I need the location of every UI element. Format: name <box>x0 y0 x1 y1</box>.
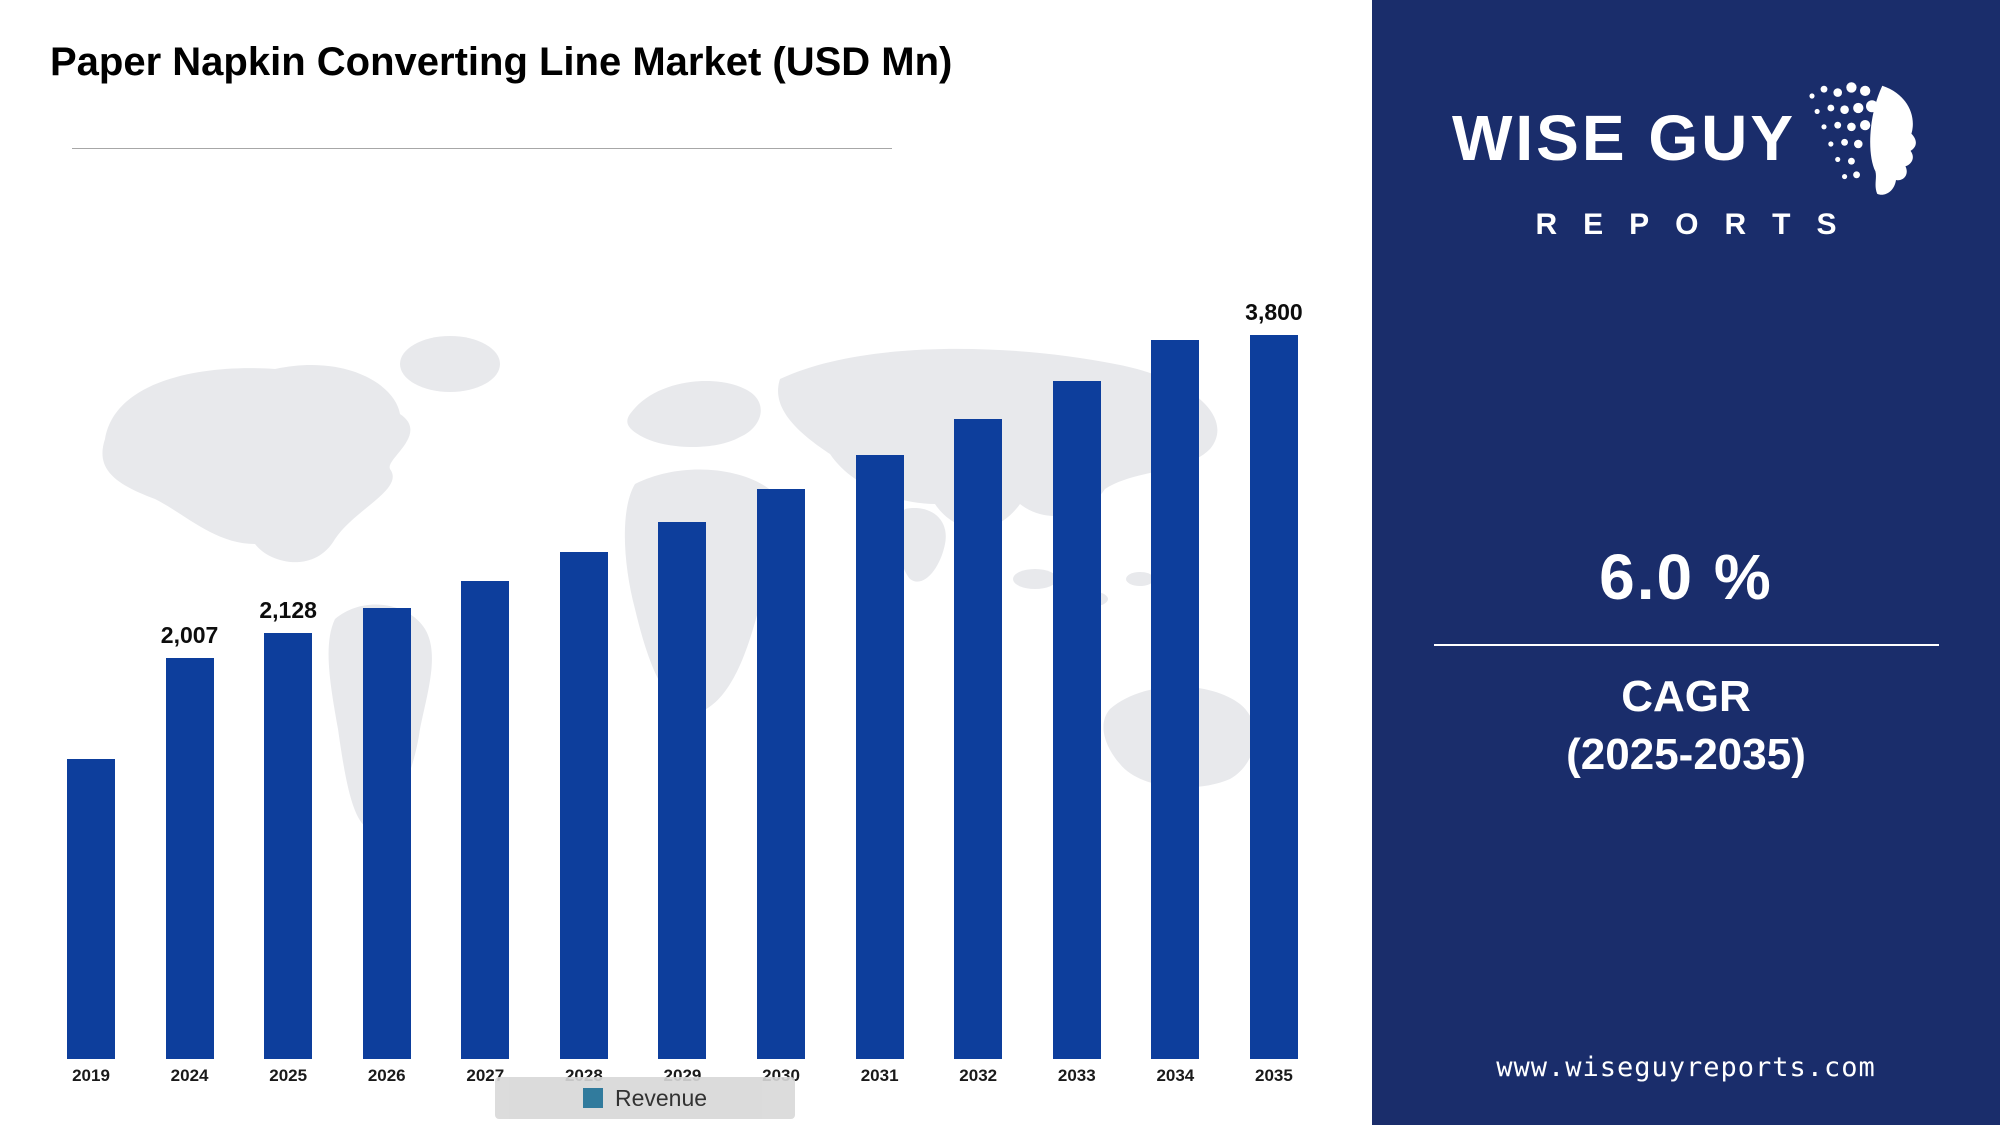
bar-column: 2029 <box>651 299 713 1089</box>
bar <box>855 455 904 1059</box>
brand-subtitle: REPORTS <box>1535 208 1863 241</box>
cagr-value: 6.0 % <box>1599 541 1773 613</box>
bar-value-label: 2,128 <box>259 597 317 623</box>
bar <box>362 608 411 1059</box>
dotted-head-icon <box>1809 82 1916 195</box>
x-axis-label: 2031 <box>860 1066 899 1085</box>
cagr-range: (2025-2035) <box>1566 730 1806 779</box>
bar <box>1151 340 1200 1059</box>
bar <box>658 522 707 1059</box>
bar-column: 2026 <box>356 299 418 1089</box>
bar <box>165 658 214 1059</box>
x-axis-label: 2024 <box>170 1066 209 1085</box>
bar-column: 2,007 2024 <box>159 299 221 1089</box>
bar <box>264 633 313 1059</box>
bar-column: 3,800 2035 <box>1243 299 1305 1089</box>
brand-panel: WISE GUY REPORTS <box>1372 0 2000 1125</box>
bar-column: 2028 <box>553 299 615 1089</box>
bar-column: 2,128 2025 <box>257 299 319 1089</box>
bar-column: 2031 <box>849 299 911 1089</box>
bar <box>757 489 806 1059</box>
chart-legend: Revenue <box>495 1077 795 1119</box>
bar <box>954 419 1003 1059</box>
brand-name: WISE GUY <box>1451 102 1797 174</box>
x-axis-label: 2035 <box>1255 1066 1293 1085</box>
page-title: Paper Napkin Converting Line Market (USD… <box>50 40 953 84</box>
x-axis-label: 2019 <box>72 1066 110 1085</box>
bar <box>1249 335 1298 1059</box>
bar-plot: 2019 2,007 2024 2,128 2025 2026 2027 2028 2029 20… <box>60 299 1305 1089</box>
bar-column: 2019 <box>60 299 122 1089</box>
bar <box>559 552 608 1059</box>
website-link[interactable]: www.wiseguyreports.com <box>1496 1052 1876 1083</box>
cagr-label: CAGR <box>1621 672 1751 721</box>
bar-chart: 2019 2,007 2024 2,128 2025 2026 2027 2028 2029 20… <box>60 299 1305 1089</box>
bar-column: 2027 <box>454 299 516 1089</box>
bar-value-label: 3,800 <box>1245 299 1303 325</box>
x-axis-label: 2034 <box>1156 1066 1195 1085</box>
cagr-block: 6.0 % CAGR (2025-2035) <box>1372 540 2000 780</box>
bar <box>461 581 510 1059</box>
legend-label: Revenue <box>614 1084 708 1111</box>
x-axis-label: 2025 <box>269 1066 308 1085</box>
x-axis-label: 2026 <box>367 1066 406 1085</box>
bar-column: 2033 <box>1046 299 1108 1089</box>
bar-value-label: 2,007 <box>160 622 219 648</box>
bar <box>67 759 115 1059</box>
brand-logo: WISE GUY REPORTS <box>1372 72 2000 242</box>
title-underline <box>72 148 892 149</box>
bar-column: 2034 <box>1144 299 1206 1089</box>
bar-column: 2032 <box>947 299 1009 1089</box>
cagr-divider <box>1433 644 1939 646</box>
bar <box>1052 381 1101 1059</box>
x-axis-label: 2033 <box>1057 1066 1096 1085</box>
x-axis-label: 2027 <box>466 1066 505 1085</box>
bar-column: 2030 <box>750 299 812 1089</box>
x-axis-label: 2032 <box>959 1066 998 1085</box>
legend-swatch <box>582 1088 603 1108</box>
